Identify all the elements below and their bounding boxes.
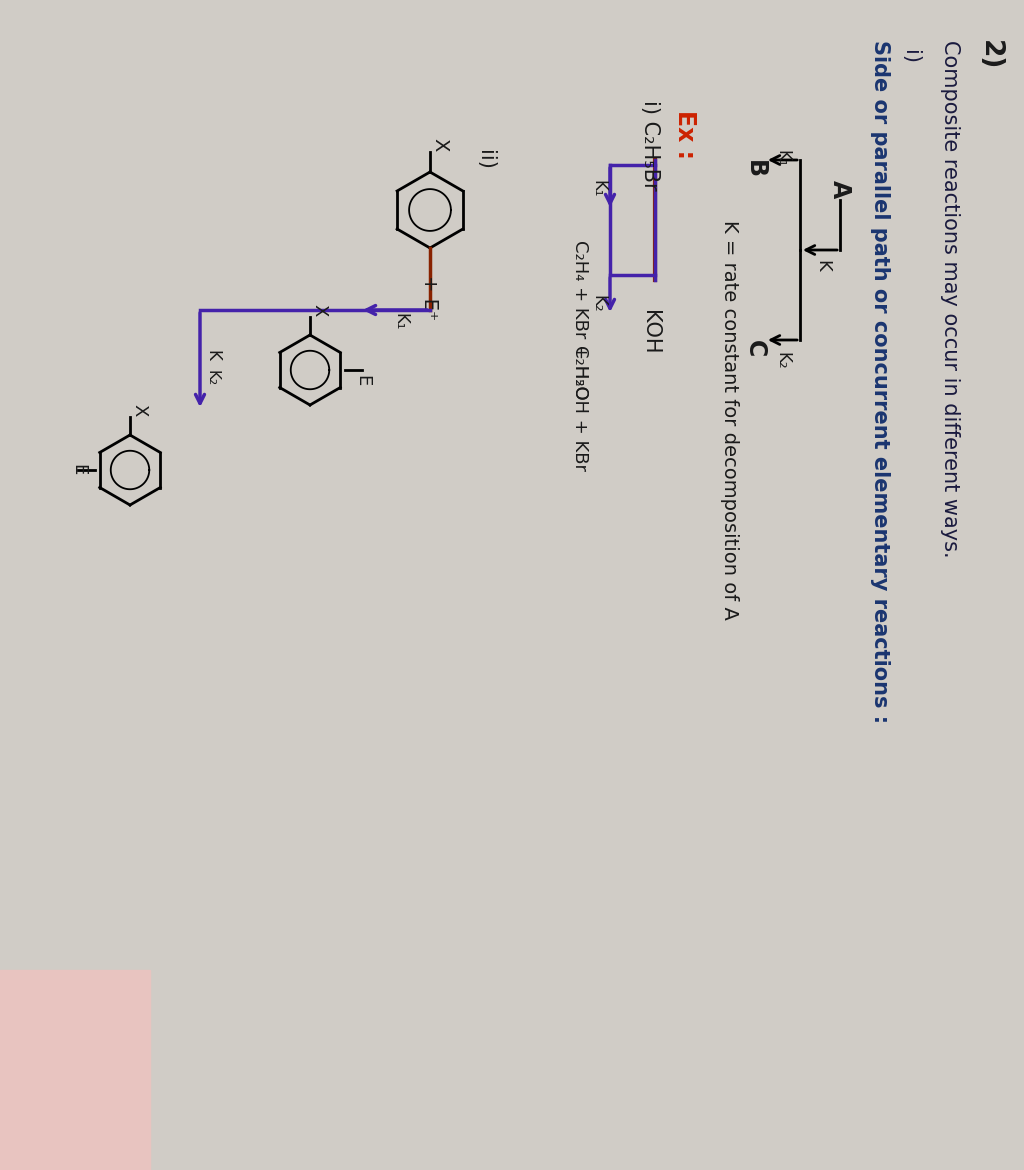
Text: K: K	[813, 260, 831, 271]
Text: Ex :: Ex :	[673, 110, 697, 159]
Text: Composite reactions may occur in different ways.: Composite reactions may occur in differe…	[940, 40, 961, 558]
Text: + E⁺: + E⁺	[421, 275, 439, 321]
Bar	[0, 970, 150, 1170]
Text: K₁: K₁	[773, 150, 791, 167]
Text: B: B	[743, 160, 767, 178]
Text: C₂H₅OH + KBr: C₂H₅OH + KBr	[571, 345, 589, 472]
Text: Side or parallel path or concurrent elementary reactions :: Side or parallel path or concurrent elem…	[870, 40, 890, 723]
Text: 2): 2)	[977, 40, 1002, 70]
Text: i) C₂H₅Br: i) C₂H₅Br	[640, 99, 660, 191]
Text: A: A	[828, 180, 852, 198]
Text: KOH: KOH	[640, 310, 660, 355]
Text: E: E	[69, 463, 87, 475]
Text: K₁: K₁	[589, 180, 607, 198]
Text: K₂: K₂	[589, 295, 607, 312]
Text: X: X	[130, 404, 148, 417]
Text: K: K	[203, 350, 221, 360]
Text: K₂: K₂	[773, 352, 791, 370]
Text: K₂: K₂	[205, 370, 219, 386]
Text: X: X	[430, 138, 449, 152]
Text: K = rate constant for decomposition of A: K = rate constant for decomposition of A	[721, 220, 739, 620]
Text: X: X	[310, 304, 328, 316]
Text: C: C	[743, 340, 767, 357]
Text: i): i)	[900, 50, 920, 64]
Text: K₁: K₁	[391, 314, 409, 331]
Text: ii): ii)	[475, 150, 495, 170]
Text: C₂H₄ + KBr + H₂O: C₂H₄ + KBr + H₂O	[571, 240, 589, 400]
Text: E: E	[353, 376, 371, 386]
